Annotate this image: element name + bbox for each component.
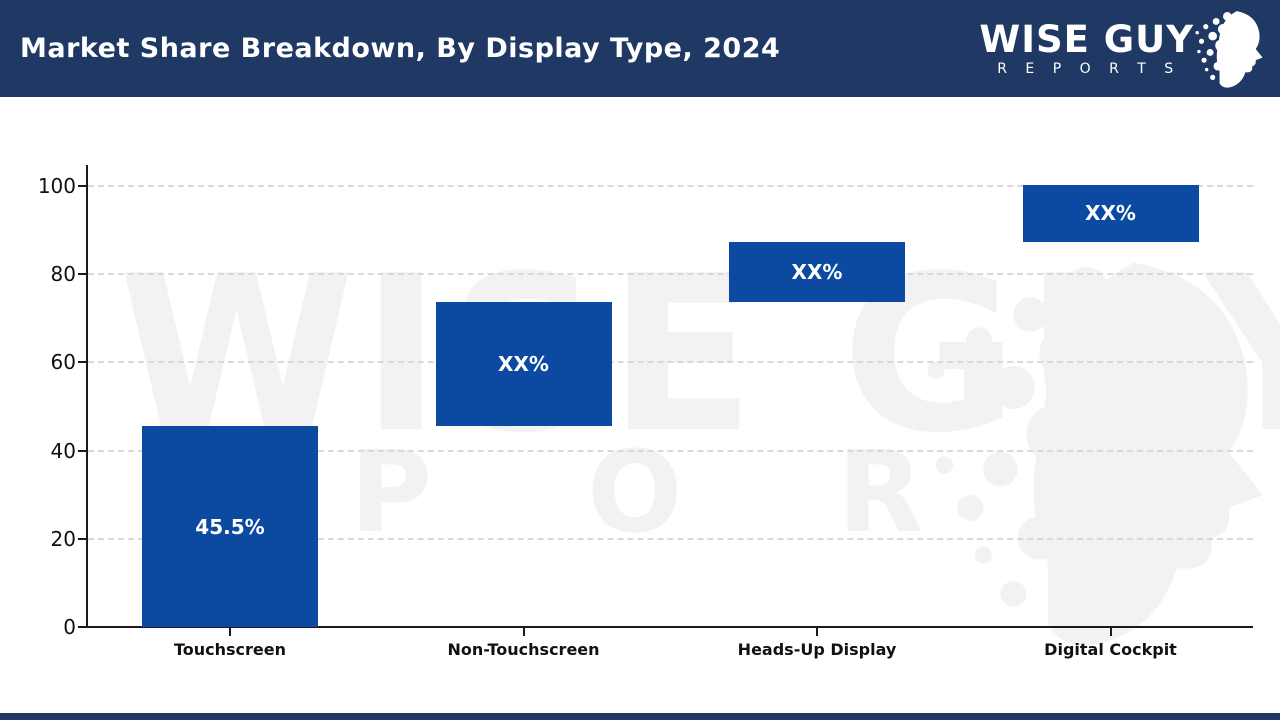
logo-subtitle: R E P O R T S — [997, 60, 1181, 77]
logo-text: WISE GUY R E P O R T S — [979, 21, 1194, 77]
footer-bar — [0, 713, 1280, 720]
x-axis-category-label: Touchscreen — [173, 640, 287, 659]
x-axis-tick-mark — [229, 627, 231, 636]
y-axis-tick-label: 0 — [63, 615, 76, 639]
y-gridline — [88, 361, 1253, 364]
y-axis-tick-mark — [78, 537, 87, 540]
y-gridline — [88, 185, 1253, 187]
y-axis-tick-mark — [78, 361, 87, 364]
y-axis-tick-label: 20 — [50, 526, 76, 551]
y-axis-tick-mark — [78, 185, 87, 187]
x-axis-category-label: Heads-Up Display — [737, 640, 897, 659]
chart-bar: XX% — [1022, 185, 1199, 242]
logo-wordmark: WISE GUY — [979, 17, 1194, 61]
y-axis-spine — [86, 165, 88, 628]
bar-value-label: 45.5% — [195, 514, 265, 539]
bar-value-label: XX% — [791, 259, 843, 284]
x-axis-tick-mark — [816, 627, 818, 636]
y-axis-tick-label: 100 — [37, 174, 76, 198]
header-bar: Market Share Breakdown, By Display Type,… — [0, 0, 1280, 97]
bar-value-label: XX% — [498, 352, 549, 377]
x-axis-category-label: Digital Cockpit — [1044, 640, 1177, 659]
y-gridline — [88, 449, 1253, 452]
y-axis-tick-mark — [78, 273, 87, 276]
bar-value-label: XX% — [1085, 201, 1136, 226]
x-axis-tick-mark — [1109, 627, 1112, 636]
chart-bar: XX% — [729, 241, 905, 303]
wise-guy-reports-logo: WISE GUY R E P O R T S — [979, 6, 1280, 92]
face-profile-icon — [1195, 10, 1263, 88]
x-axis-category-label: Non-Touchscreen — [447, 640, 600, 659]
y-axis-tick-mark — [78, 449, 87, 452]
y-axis-tick-mark — [78, 626, 87, 628]
y-gridline — [88, 273, 1253, 276]
page-title: Market Share Breakdown, By Display Type,… — [20, 33, 781, 64]
chart-bar: XX% — [435, 302, 612, 427]
y-axis-tick-label: 80 — [50, 262, 76, 287]
y-gridline — [88, 537, 1253, 540]
y-axis-tick-label: 40 — [50, 438, 76, 463]
chart-bar: 45.5% — [142, 426, 318, 627]
x-axis-tick-mark — [522, 627, 525, 636]
y-axis-tick-label: 60 — [50, 350, 76, 375]
x-axis-spine — [86, 626, 1253, 628]
